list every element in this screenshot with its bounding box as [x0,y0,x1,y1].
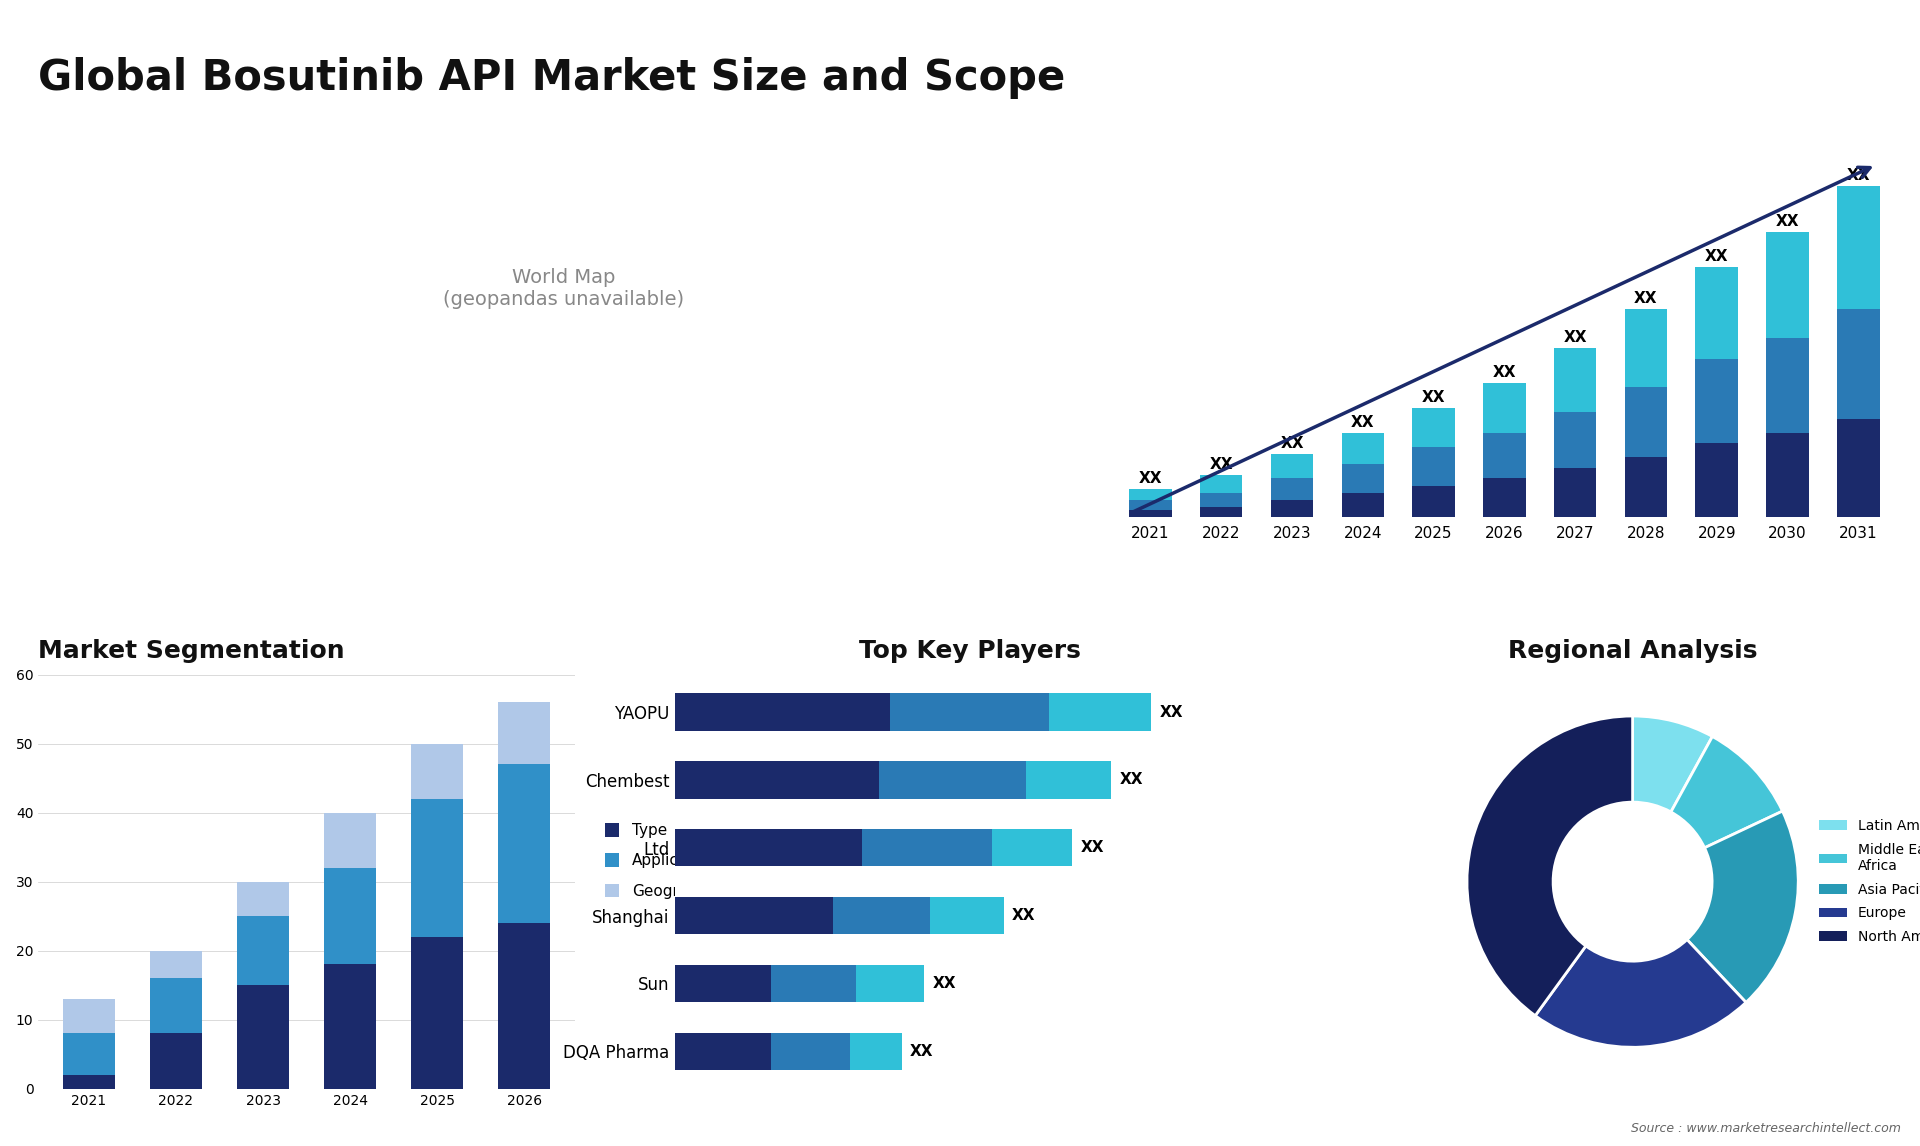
Bar [497,702,551,764]
Bar [236,881,290,916]
Text: XX: XX [1776,214,1799,229]
Text: XX: XX [933,976,956,991]
Bar [63,1075,115,1089]
Bar [497,764,551,923]
Bar [1413,408,1455,447]
Wedge shape [1467,716,1632,1015]
Text: XX: XX [1423,390,1446,406]
Bar [1837,418,1880,517]
Bar [1482,383,1526,433]
Bar [63,999,115,1034]
Wedge shape [1670,737,1782,848]
Bar [1695,444,1738,517]
Bar [674,693,891,731]
Text: XX: XX [1081,840,1104,855]
Text: XX: XX [910,1044,933,1059]
Text: XX: XX [1352,415,1375,430]
Legend: Type, Application, Geography: Type, Application, Geography [599,817,724,905]
Bar [1695,359,1738,444]
Bar [851,1033,902,1070]
Text: XX: XX [1634,291,1657,306]
Text: Market Segmentation: Market Segmentation [38,639,346,662]
Bar [1766,338,1809,433]
Bar [856,965,924,1002]
Bar [879,761,1027,799]
Text: XX: XX [1705,249,1728,265]
Bar [324,813,376,868]
Wedge shape [1688,811,1799,1003]
Bar [1129,500,1171,510]
Wedge shape [1632,716,1713,813]
Bar [1553,468,1596,517]
Wedge shape [1536,940,1745,1047]
Bar [674,761,879,799]
Text: Global Bosutinib API Market Size and Scope: Global Bosutinib API Market Size and Sco… [38,57,1066,100]
Title: Top Key Players: Top Key Players [858,639,1081,662]
Bar [772,965,856,1002]
Bar [1027,761,1112,799]
Bar [674,1033,772,1070]
Bar [1200,493,1242,507]
Title: Regional Analysis: Regional Analysis [1507,639,1757,662]
Bar [833,897,929,934]
Bar [1766,231,1809,338]
Text: XX: XX [1281,435,1304,452]
Bar [674,965,772,1002]
Bar [1553,348,1596,411]
Bar [929,897,1004,934]
Bar [1271,454,1313,479]
Bar [1413,486,1455,517]
Bar [891,693,1048,731]
Bar [1837,186,1880,309]
Text: XX: XX [1012,908,1035,923]
Bar [1342,464,1384,493]
Bar [1200,507,1242,517]
Bar [1271,500,1313,517]
Bar [411,744,463,799]
Bar [1200,474,1242,493]
Bar [150,979,202,1034]
Bar [324,868,376,965]
Bar [674,897,833,934]
Bar [674,829,862,866]
Bar [1766,433,1809,517]
Bar [1129,510,1171,517]
Bar [1342,433,1384,464]
Bar [1624,309,1667,387]
Bar [236,916,290,986]
Bar [63,1034,115,1075]
Text: XX: XX [1492,366,1517,380]
Text: XX: XX [1847,168,1870,183]
Bar [236,986,290,1089]
Bar [1624,387,1667,457]
Bar [150,951,202,979]
Text: XX: XX [1210,457,1233,472]
Text: Source : www.marketresearchintellect.com: Source : www.marketresearchintellect.com [1630,1122,1901,1135]
Text: XX: XX [1119,772,1144,787]
Bar [1271,479,1313,500]
Bar [993,829,1071,866]
Bar [1048,693,1152,731]
Bar [497,923,551,1089]
Bar [1482,433,1526,479]
Bar [411,937,463,1089]
Bar [324,965,376,1089]
Legend: Latin America, Middle East &
Africa, Asia Pacific, Europe, North America: Latin America, Middle East & Africa, Asi… [1814,814,1920,950]
Bar [411,799,463,937]
Bar [1342,493,1384,517]
Bar [1129,489,1171,500]
Bar [1413,447,1455,486]
Bar [1624,457,1667,517]
Bar [1482,479,1526,517]
Text: World Map
(geopandas unavailable): World Map (geopandas unavailable) [444,268,685,309]
Bar [1695,267,1738,359]
Bar [862,829,993,866]
Bar [150,1034,202,1089]
Text: XX: XX [1139,471,1162,486]
Text: XX: XX [1563,330,1588,345]
Bar [772,1033,851,1070]
Text: XX: XX [1160,705,1183,720]
Bar [1837,309,1880,418]
Bar [1553,411,1596,468]
